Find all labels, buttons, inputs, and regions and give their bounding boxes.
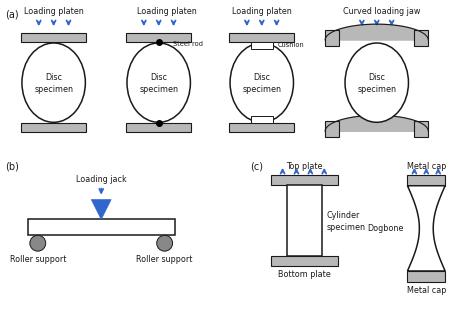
Text: specimen: specimen [34,85,73,94]
Text: specimen: specimen [242,85,281,94]
Text: Disc: Disc [45,73,62,82]
Text: Dogbone: Dogbone [367,224,403,233]
Polygon shape [325,115,428,131]
Ellipse shape [230,43,293,122]
Bar [21,33,86,42]
Polygon shape [325,24,428,40]
Text: specimen: specimen [139,85,178,94]
Text: specimen: specimen [326,223,365,232]
Polygon shape [91,200,111,219]
Text: Cushion: Cushion [278,42,304,48]
Circle shape [157,235,173,251]
Bar [229,33,294,42]
Bar [21,123,86,132]
Text: Bottom plate: Bottom plate [278,270,331,279]
Text: Loading platen: Loading platen [137,7,197,16]
Bar [287,185,322,256]
Text: Steel rod: Steel rod [173,41,202,47]
Bar [414,121,428,137]
Text: Loading jack: Loading jack [76,175,127,184]
Bar [126,33,191,42]
Text: Disc: Disc [150,73,167,82]
Text: Loading platen: Loading platen [24,7,83,16]
Bar [408,175,445,186]
Bar [229,123,294,132]
Text: Disc: Disc [368,73,385,82]
Bar [325,121,339,137]
Text: Cylinder: Cylinder [326,211,360,220]
Text: Metal cap: Metal cap [407,286,446,295]
Bar [325,30,339,46]
Bar [251,42,273,49]
Polygon shape [408,186,445,271]
Ellipse shape [345,43,409,122]
Bar [126,123,191,132]
Text: Roller support: Roller support [9,255,66,264]
Bar [28,219,174,235]
Text: Curved loading jaw: Curved loading jaw [343,7,420,16]
Ellipse shape [22,43,85,122]
Text: Top plate: Top plate [286,162,323,171]
Text: Loading platen: Loading platen [232,7,292,16]
Circle shape [30,235,46,251]
Text: Metal cap: Metal cap [407,162,446,171]
Text: (b): (b) [5,162,19,172]
Text: Roller support: Roller support [137,255,193,264]
Text: specimen: specimen [357,85,396,94]
Bar [414,30,428,46]
Bar [408,271,445,282]
Text: Disc: Disc [253,73,270,82]
Ellipse shape [127,43,191,122]
Bar [271,175,338,185]
Text: (c): (c) [250,162,263,172]
Bar [251,116,273,123]
Text: (a): (a) [5,9,18,19]
Bar [271,256,338,266]
